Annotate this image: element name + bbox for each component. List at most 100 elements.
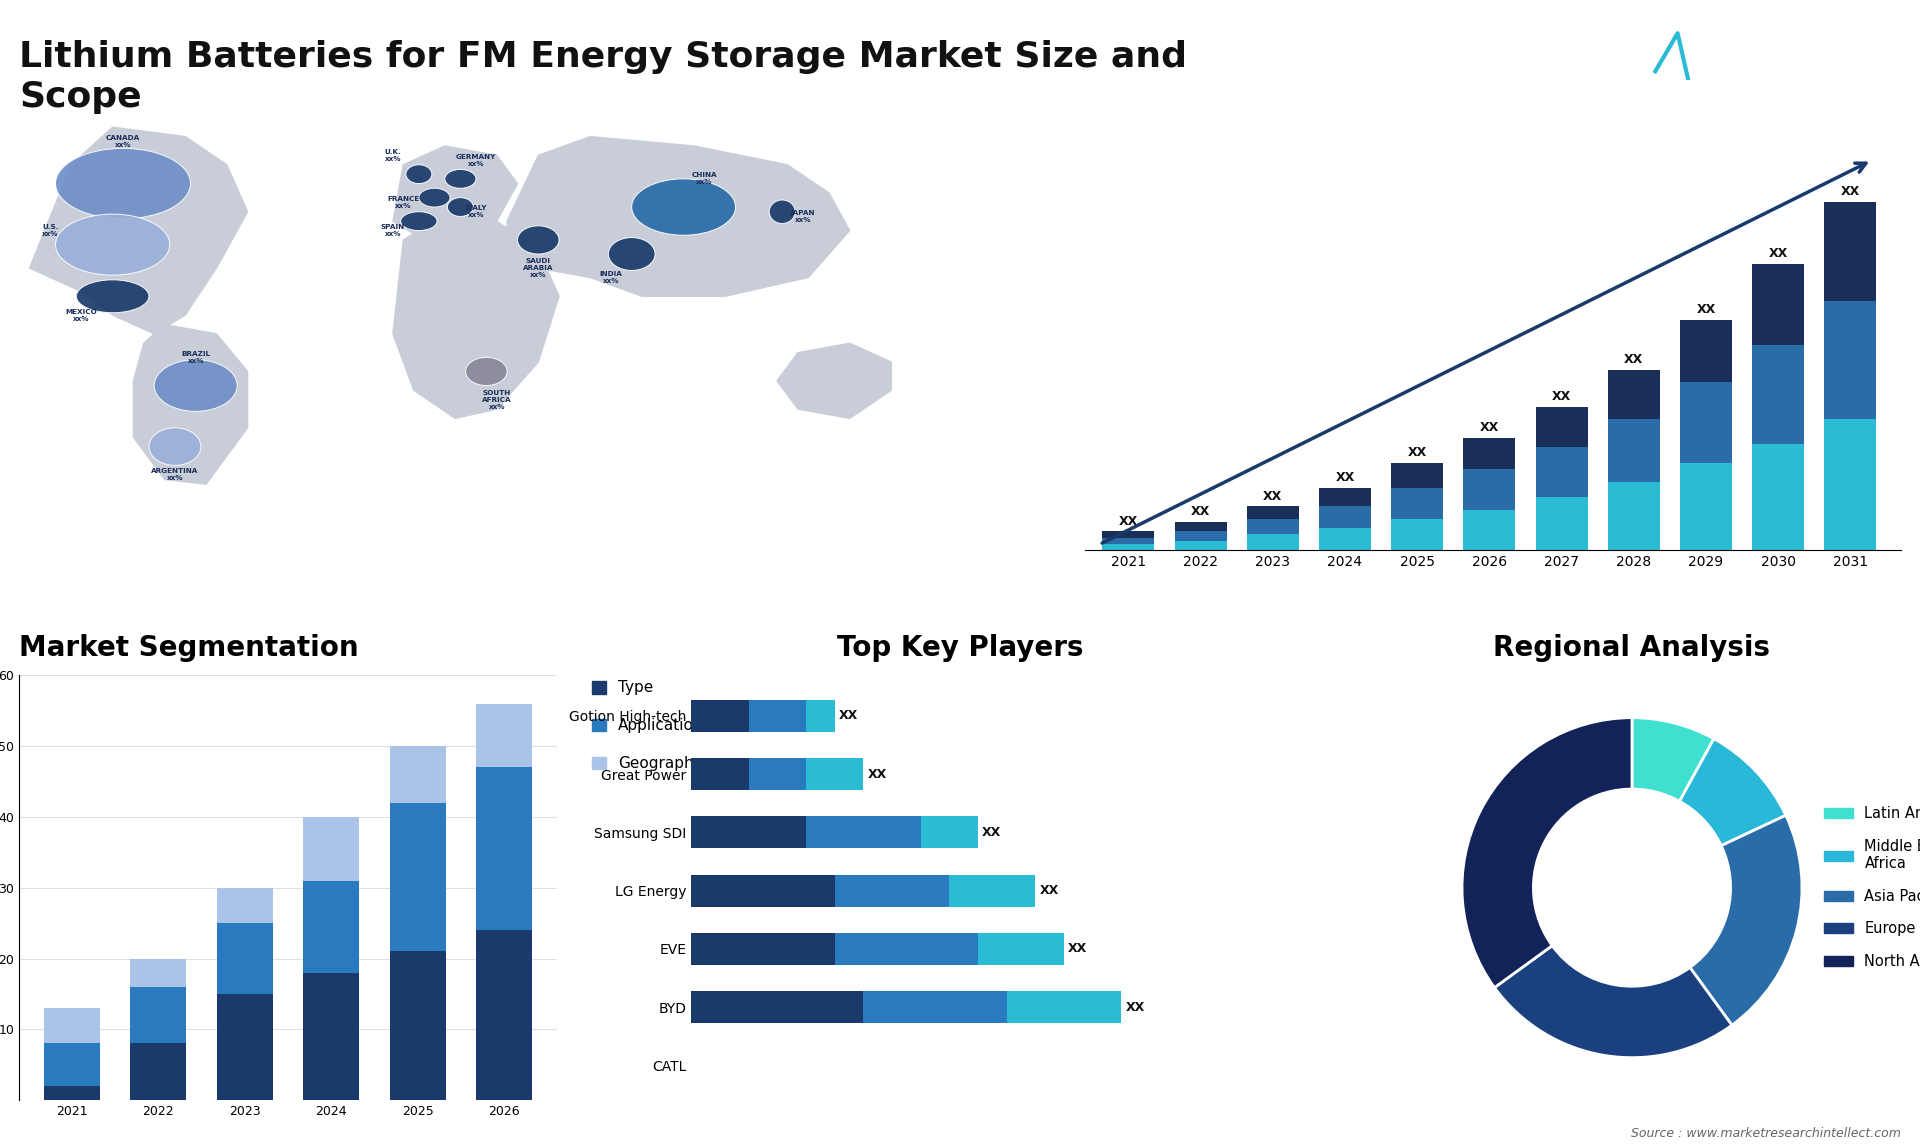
Polygon shape bbox=[29, 127, 248, 333]
Text: MARKET: MARKET bbox=[1716, 39, 1764, 49]
Polygon shape bbox=[132, 324, 248, 484]
Bar bbox=[749, 759, 806, 790]
Text: Lithium Batteries for FM Energy Storage Market Size and
Scope: Lithium Batteries for FM Energy Storage … bbox=[19, 40, 1187, 113]
Wedge shape bbox=[1494, 945, 1732, 1058]
Bar bbox=[1753, 264, 1805, 345]
Bar bbox=[1680, 463, 1732, 550]
Ellipse shape bbox=[447, 197, 474, 217]
Text: MEXICO
xx%: MEXICO xx% bbox=[65, 308, 98, 322]
Bar bbox=[1102, 537, 1154, 543]
Bar bbox=[1607, 419, 1659, 481]
Text: XX: XX bbox=[1336, 471, 1356, 484]
Bar bbox=[1246, 507, 1298, 519]
Bar bbox=[1463, 469, 1515, 510]
Bar bbox=[1463, 510, 1515, 550]
Bar bbox=[476, 768, 532, 931]
Text: BRAZIL
xx%: BRAZIL xx% bbox=[180, 351, 211, 363]
Text: XX: XX bbox=[1190, 505, 1210, 518]
Text: SAUDI
ARABIA
xx%: SAUDI ARABIA xx% bbox=[522, 258, 553, 278]
Bar bbox=[806, 700, 835, 732]
Ellipse shape bbox=[770, 201, 795, 223]
Polygon shape bbox=[507, 136, 851, 297]
Text: GERMANY
xx%: GERMANY xx% bbox=[455, 154, 495, 166]
Text: ARGENTINA
xx%: ARGENTINA xx% bbox=[152, 469, 198, 481]
Polygon shape bbox=[778, 344, 891, 418]
Text: SPAIN
xx%: SPAIN xx% bbox=[380, 223, 405, 237]
Ellipse shape bbox=[56, 214, 169, 275]
Bar bbox=[1175, 532, 1227, 541]
Wedge shape bbox=[1680, 739, 1786, 846]
Bar bbox=[1463, 438, 1515, 469]
Bar bbox=[691, 991, 864, 1023]
Text: XX: XX bbox=[983, 826, 1002, 839]
Bar bbox=[476, 704, 532, 768]
Bar bbox=[1536, 407, 1588, 447]
Bar bbox=[44, 1044, 100, 1086]
Bar bbox=[390, 802, 445, 951]
Text: INDIA
xx%: INDIA xx% bbox=[599, 270, 622, 284]
Bar bbox=[864, 991, 1006, 1023]
Bar bbox=[1246, 519, 1298, 534]
Text: XX: XX bbox=[1768, 248, 1788, 260]
Ellipse shape bbox=[154, 360, 238, 411]
Bar bbox=[1680, 382, 1732, 463]
Text: CANADA
xx%: CANADA xx% bbox=[106, 135, 140, 148]
Bar bbox=[131, 987, 186, 1044]
Bar bbox=[303, 880, 359, 973]
Ellipse shape bbox=[632, 179, 735, 235]
Bar bbox=[1006, 991, 1121, 1023]
Text: Market Segmentation: Market Segmentation bbox=[19, 634, 359, 661]
Bar bbox=[1102, 543, 1154, 550]
Ellipse shape bbox=[609, 237, 655, 270]
Text: XX: XX bbox=[1624, 353, 1644, 366]
Bar bbox=[806, 816, 920, 848]
Bar bbox=[1246, 534, 1298, 550]
Text: XX: XX bbox=[1407, 446, 1427, 460]
Bar bbox=[1536, 447, 1588, 497]
Bar bbox=[1824, 419, 1876, 550]
Bar bbox=[749, 700, 806, 732]
Wedge shape bbox=[1690, 815, 1803, 1026]
Text: XX: XX bbox=[868, 768, 887, 780]
Bar bbox=[1175, 521, 1227, 532]
Bar bbox=[691, 816, 806, 848]
Bar bbox=[390, 746, 445, 802]
Bar bbox=[1392, 488, 1444, 519]
Bar bbox=[1319, 528, 1371, 550]
Text: Source : www.marketresearchintellect.com: Source : www.marketresearchintellect.com bbox=[1630, 1128, 1901, 1140]
Bar bbox=[835, 933, 977, 965]
Text: XX: XX bbox=[1039, 884, 1058, 897]
Polygon shape bbox=[394, 221, 559, 418]
Text: XX: XX bbox=[1841, 186, 1860, 198]
Text: XX: XX bbox=[1263, 489, 1283, 503]
Bar bbox=[1753, 445, 1805, 550]
Text: SOUTH
AFRICA
xx%: SOUTH AFRICA xx% bbox=[482, 390, 511, 409]
Legend: Type, Application, Geography: Type, Application, Geography bbox=[586, 674, 710, 777]
Text: XX: XX bbox=[839, 709, 858, 722]
Bar bbox=[44, 1008, 100, 1044]
Text: CHINA
xx%: CHINA xx% bbox=[691, 172, 718, 186]
Text: U.S.
xx%: U.S. xx% bbox=[42, 223, 60, 237]
Bar bbox=[691, 874, 835, 906]
Bar bbox=[1680, 320, 1732, 382]
Text: XX: XX bbox=[1119, 515, 1139, 527]
Ellipse shape bbox=[56, 148, 190, 219]
Ellipse shape bbox=[518, 226, 559, 254]
Bar bbox=[303, 817, 359, 880]
Bar bbox=[217, 888, 273, 923]
Wedge shape bbox=[1461, 717, 1632, 988]
Bar bbox=[1824, 202, 1876, 301]
Bar bbox=[44, 1086, 100, 1100]
Bar bbox=[131, 958, 186, 987]
Text: XX: XX bbox=[1695, 304, 1716, 316]
Title: Regional Analysis: Regional Analysis bbox=[1494, 634, 1770, 661]
Text: INTELLECT: INTELLECT bbox=[1716, 85, 1778, 95]
Bar bbox=[1824, 301, 1876, 419]
Text: FRANCE
xx%: FRANCE xx% bbox=[388, 196, 419, 209]
Ellipse shape bbox=[445, 170, 476, 188]
Text: XX: XX bbox=[1125, 1000, 1144, 1013]
Bar bbox=[1607, 370, 1659, 419]
Bar bbox=[303, 973, 359, 1100]
Text: XX: XX bbox=[1480, 422, 1500, 434]
Bar bbox=[806, 759, 864, 790]
